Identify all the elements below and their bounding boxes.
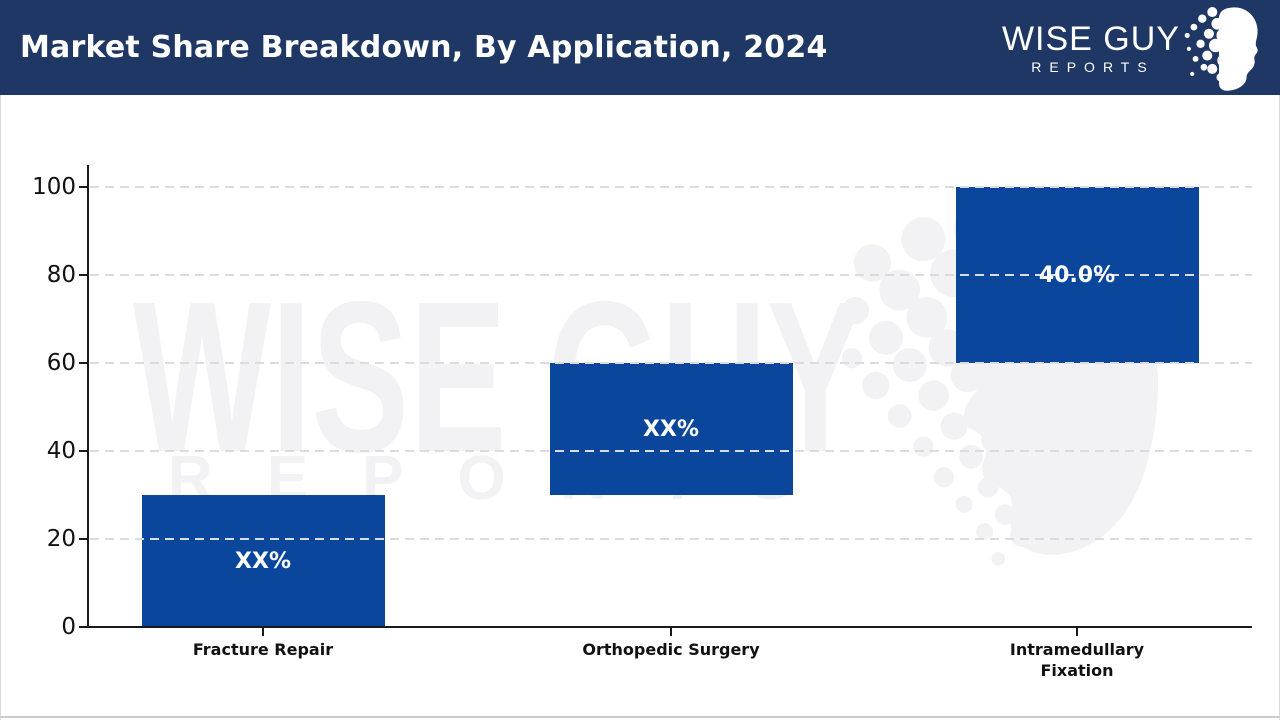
y-tick-100 xyxy=(79,186,87,188)
gridline-100 xyxy=(90,186,1252,188)
y-axis-line xyxy=(87,165,89,628)
bar-1 xyxy=(141,495,385,627)
y-tick-label-100: 100 xyxy=(32,174,76,200)
x-tick-3 xyxy=(1076,628,1078,636)
x-tick-1 xyxy=(262,628,264,636)
x-category-label-1: Fracture Repair xyxy=(192,640,334,659)
y-tick-20 xyxy=(79,538,87,540)
logo-wordmark: WISE GUY xyxy=(1001,19,1180,58)
x-tick-2 xyxy=(670,628,672,636)
gridline-40 xyxy=(90,450,1252,452)
logo-subtitle: REPORTS xyxy=(1031,58,1155,75)
x-category-label-2: Orthopedic Surgery xyxy=(582,640,760,659)
header: Market Share Breakdown, By Application, … xyxy=(0,0,1280,95)
bar-value-label-3: 40.0% xyxy=(1038,262,1116,288)
page-title: Market Share Breakdown, By Application, … xyxy=(20,30,828,65)
y-tick-80 xyxy=(79,274,87,276)
y-tick-label-60: 60 xyxy=(46,350,76,376)
page-border-left xyxy=(0,0,1,720)
bar-value-label-1: XX% xyxy=(235,548,291,574)
gridline-80 xyxy=(90,274,1252,276)
wiseguy-head-icon xyxy=(1184,6,1258,91)
bar-2 xyxy=(549,363,793,495)
logo: WISE GUY REPORTS xyxy=(1002,2,1280,94)
logo-text: WISE GUY REPORTS xyxy=(1002,22,1180,74)
y-tick-40 xyxy=(79,450,87,452)
page-bottom-rule xyxy=(0,716,1280,718)
x-category-label-3: Intramedullary Fixation xyxy=(1009,640,1145,680)
y-tick-0 xyxy=(79,626,87,628)
y-tick-label-80: 80 xyxy=(46,262,76,288)
y-tick-label-0: 0 xyxy=(61,614,76,640)
x-axis-line xyxy=(87,626,1252,628)
bar-value-label-2: XX% xyxy=(643,416,699,442)
y-tick-label-20: 20 xyxy=(46,526,76,552)
gridline-20 xyxy=(90,538,1252,540)
gridline-60 xyxy=(90,362,1252,364)
y-tick-60 xyxy=(79,362,87,364)
y-tick-label-40: 40 xyxy=(46,438,76,464)
